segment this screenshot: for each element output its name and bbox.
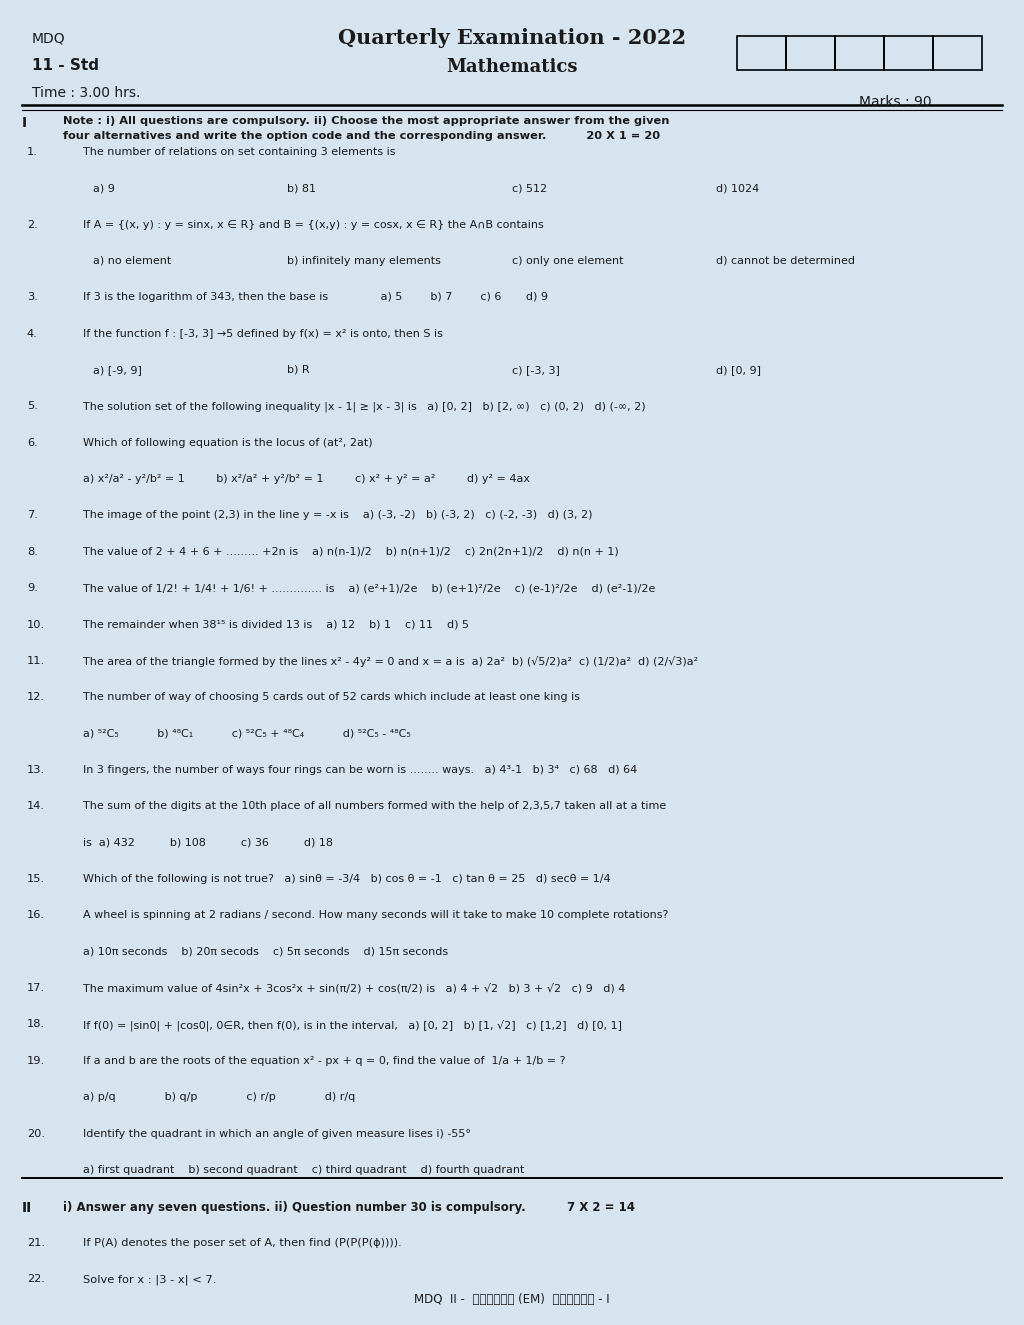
Text: 19.: 19. bbox=[27, 1056, 45, 1065]
Text: The sum of the digits at the 10th place of all numbers formed with the help of 2: The sum of the digits at the 10th place … bbox=[83, 802, 667, 811]
Text: Note : i) All questions are compulsory. ii) Choose the most appropriate answer f: Note : i) All questions are compulsory. … bbox=[62, 117, 669, 126]
Text: d) 1024: d) 1024 bbox=[716, 183, 760, 193]
Text: The solution set of the following inequality |x - 1| ≥ |x - 3| is   a) [0, 2]   : The solution set of the following inequa… bbox=[83, 401, 646, 412]
Text: The image of the point (2,3) in the line y = -x is    a) (-3, -2)   b) (-3, 2)  : The image of the point (2,3) in the line… bbox=[83, 510, 593, 521]
Text: c) 512: c) 512 bbox=[512, 183, 547, 193]
Text: b) 81: b) 81 bbox=[288, 183, 316, 193]
Text: In 3 fingers, the number of ways four rings can be worn is ........ ways.   a) 4: In 3 fingers, the number of ways four ri… bbox=[83, 765, 637, 775]
Text: c) [-3, 3]: c) [-3, 3] bbox=[512, 364, 560, 375]
Text: 16.: 16. bbox=[27, 910, 45, 921]
Text: is  a) 432          b) 108          c) 36          d) 18: is a) 432 b) 108 c) 36 d) 18 bbox=[83, 837, 333, 848]
Bar bbox=[835, 36, 884, 70]
Text: 9.: 9. bbox=[27, 583, 38, 594]
Text: Marks : 90: Marks : 90 bbox=[859, 95, 932, 109]
Text: Which of following equation is the locus of (at², 2at): Which of following equation is the locus… bbox=[83, 437, 373, 448]
Text: 21.: 21. bbox=[27, 1238, 45, 1248]
Text: i) Answer any seven questions. ii) Question number 30 is compulsory.          7 : i) Answer any seven questions. ii) Quest… bbox=[62, 1202, 635, 1214]
Text: 1.: 1. bbox=[27, 147, 38, 156]
Text: a) first quadrant    b) second quadrant    c) third quadrant    d) fourth quadra: a) first quadrant b) second quadrant c) … bbox=[83, 1165, 524, 1175]
Text: c) only one element: c) only one element bbox=[512, 256, 624, 266]
Text: b) R: b) R bbox=[288, 364, 310, 375]
Text: 7.: 7. bbox=[27, 510, 38, 521]
Text: four alternatives and write the option code and the corresponding answer.       : four alternatives and write the option c… bbox=[62, 131, 659, 140]
Text: The number of relations on set containing 3 elements is: The number of relations on set containin… bbox=[83, 147, 395, 156]
Text: If a and b are the roots of the equation x² - px + q = 0, find the value of  1/a: If a and b are the roots of the equation… bbox=[83, 1056, 565, 1065]
Text: a) [-9, 9]: a) [-9, 9] bbox=[93, 364, 142, 375]
Text: 13.: 13. bbox=[27, 765, 45, 775]
Text: 11.: 11. bbox=[27, 656, 45, 666]
Text: Quarterly Examination - 2022: Quarterly Examination - 2022 bbox=[338, 28, 686, 48]
Text: II: II bbox=[22, 1202, 32, 1215]
Text: 15.: 15. bbox=[27, 874, 45, 884]
Text: If A = {(x, y) : y = sinx, x ∈ R} and B = {(x,y) : y = cosx, x ∈ R} the A∩B cont: If A = {(x, y) : y = sinx, x ∈ R} and B … bbox=[83, 220, 544, 229]
Text: 11 - Std: 11 - Std bbox=[32, 58, 99, 73]
Text: a) ⁵²C₅           b) ⁴⁸C₁           c) ⁵²C₅ + ⁴⁸C₄           d) ⁵²C₅ - ⁴⁸C₅: a) ⁵²C₅ b) ⁴⁸C₁ c) ⁵²C₅ + ⁴⁸C₄ d) ⁵²C₅ -… bbox=[83, 729, 411, 738]
Text: Mathematics: Mathematics bbox=[446, 58, 578, 77]
Text: a) no element: a) no element bbox=[93, 256, 172, 266]
Text: If the function f : [-3, 3] →5 defined by f(x) = x² is onto, then S is: If the function f : [-3, 3] →5 defined b… bbox=[83, 329, 443, 339]
Text: a) p/q              b) q/p              c) r/p              d) r/q: a) p/q b) q/p c) r/p d) r/q bbox=[83, 1092, 355, 1102]
Text: If P(A) denotes the poser set of A, then find (P(P(P(ϕ)))).: If P(A) denotes the poser set of A, then… bbox=[83, 1238, 401, 1248]
Text: MDQ  II -  கணிதம் (EM)  பக்கம் - I: MDQ II - கணிதம் (EM) பக்கம் - I bbox=[414, 1293, 610, 1306]
Text: a) 10π seconds    b) 20π secods    c) 5π seconds    d) 15π seconds: a) 10π seconds b) 20π secods c) 5π secon… bbox=[83, 947, 449, 957]
Text: Solve for x : |3 - x| < 7.: Solve for x : |3 - x| < 7. bbox=[83, 1275, 216, 1284]
Text: d) cannot be determined: d) cannot be determined bbox=[716, 256, 855, 266]
Text: 17.: 17. bbox=[27, 983, 45, 994]
Text: The number of way of choosing 5 cards out of 52 cards which include at least one: The number of way of choosing 5 cards ou… bbox=[83, 692, 580, 702]
Text: A wheel is spinning at 2 radians / second. How many seconds will it take to make: A wheel is spinning at 2 radians / secon… bbox=[83, 910, 669, 921]
Text: Time : 3.00 hrs.: Time : 3.00 hrs. bbox=[32, 86, 140, 99]
Text: The value of 2 + 4 + 6 + ......... +2n is    a) n(n-1)/2    b) n(n+1)/2    c) 2n: The value of 2 + 4 + 6 + ......... +2n i… bbox=[83, 547, 618, 556]
Text: 20.: 20. bbox=[27, 1129, 45, 1138]
Text: I: I bbox=[22, 117, 27, 130]
Text: 14.: 14. bbox=[27, 802, 45, 811]
Text: 4.: 4. bbox=[27, 329, 38, 339]
Text: 22.: 22. bbox=[27, 1275, 45, 1284]
Text: 3.: 3. bbox=[27, 293, 38, 302]
Text: 5.: 5. bbox=[27, 401, 38, 411]
Text: The value of 1/2! + 1/4! + 1/6! + .............. is    a) (e²+1)/2e    b) (e+1)²: The value of 1/2! + 1/4! + 1/6! + ......… bbox=[83, 583, 655, 594]
Text: a) x²/a² - y²/b² = 1         b) x²/a² + y²/b² = 1         c) x² + y² = a²       : a) x²/a² - y²/b² = 1 b) x²/a² + y²/b² = … bbox=[83, 474, 530, 484]
Text: If f(0) = |sin0| + |cos0|, 0∈R, then f(0), is in the interval,   a) [0, 2]   b) : If f(0) = |sin0| + |cos0|, 0∈R, then f(0… bbox=[83, 1019, 623, 1031]
Text: 8.: 8. bbox=[27, 547, 38, 556]
Text: 6.: 6. bbox=[27, 437, 38, 448]
Text: a) 9: a) 9 bbox=[93, 183, 115, 193]
Text: 12.: 12. bbox=[27, 692, 45, 702]
Text: 2.: 2. bbox=[27, 220, 38, 229]
Bar bbox=[736, 36, 785, 70]
Bar bbox=[933, 36, 982, 70]
Bar bbox=[785, 36, 835, 70]
Text: The maximum value of 4sin²x + 3cos²x + sin(π/2) + cos(π/2) is   a) 4 + √2   b) 3: The maximum value of 4sin²x + 3cos²x + s… bbox=[83, 983, 626, 994]
Text: 10.: 10. bbox=[27, 620, 45, 629]
Text: If 3 is the logarithm of 343, then the base is               a) 5        b) 7   : If 3 is the logarithm of 343, then the b… bbox=[83, 293, 548, 302]
Text: Which of the following is not true?   a) sinθ = -3/4   b) cos θ = -1   c) tan θ : Which of the following is not true? a) s… bbox=[83, 874, 610, 884]
Text: The remainder when 38¹⁵ is divided 13 is    a) 12    b) 1    c) 11    d) 5: The remainder when 38¹⁵ is divided 13 is… bbox=[83, 620, 469, 629]
Text: 18.: 18. bbox=[27, 1019, 45, 1030]
Text: d) [0, 9]: d) [0, 9] bbox=[716, 364, 761, 375]
Text: b) infinitely many elements: b) infinitely many elements bbox=[288, 256, 441, 266]
Text: MDQ: MDQ bbox=[32, 32, 66, 46]
Bar bbox=[884, 36, 933, 70]
Text: Identify the quadrant in which an angle of given measure lises i) -55°: Identify the quadrant in which an angle … bbox=[83, 1129, 471, 1138]
Text: The area of the triangle formed by the lines x² - 4y² = 0 and x = a is  a) 2a²  : The area of the triangle formed by the l… bbox=[83, 656, 698, 666]
